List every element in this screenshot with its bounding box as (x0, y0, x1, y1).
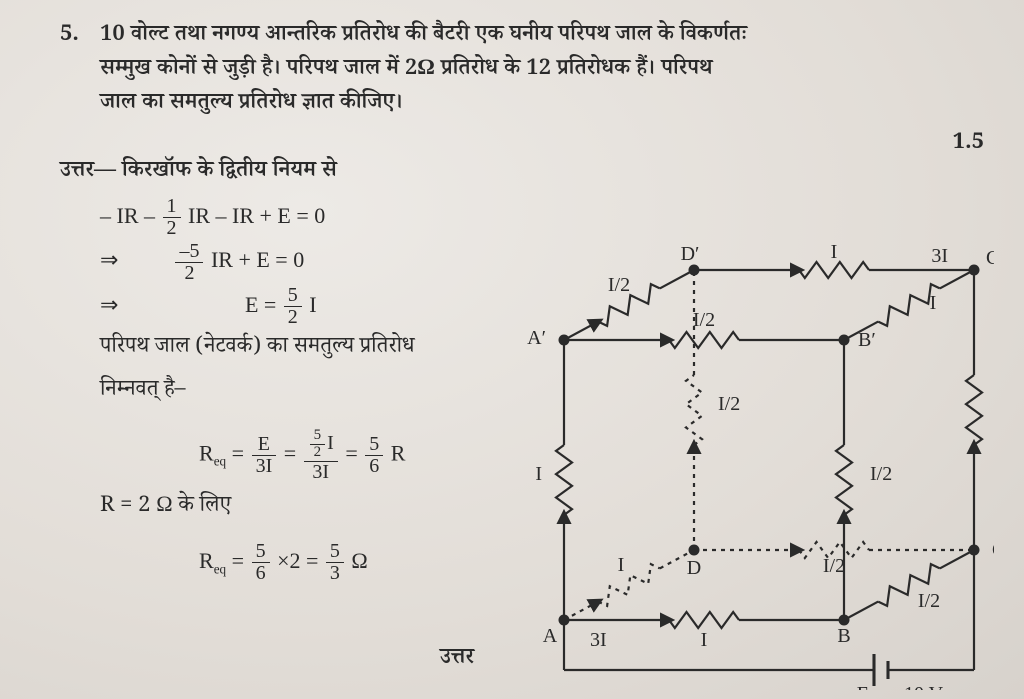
equation-3: ⇒ E = 52 I (100, 284, 415, 328)
answer-word: उत्तर (440, 643, 474, 677)
svg-text:I/2: I/2 (693, 309, 715, 331)
svg-text:I/2: I/2 (823, 555, 845, 577)
svg-text:A: A (543, 625, 558, 647)
svg-text:I/2: I/2 (870, 463, 892, 485)
svg-text:10 V: 10 V (904, 683, 944, 690)
svg-text:D: D (687, 557, 701, 579)
mid-text-1: परिपथ जाल (नेटवर्क) का समतुल्य प्रतिरोध (100, 328, 415, 371)
cube-circuit-diagram: ABCDA′B′C′D′II/2I/2II/2III/2II/2II/23I3I… (474, 150, 994, 690)
svg-text:I: I (831, 241, 838, 263)
r-value-line: R = 2 Ω के लिए (100, 487, 415, 530)
svg-text:C: C (992, 539, 994, 561)
equation-1: – IR – 12 IR – IR + E = 0 (100, 195, 415, 239)
equation-2: ⇒ –52 IR + E = 0 (100, 239, 415, 283)
svg-text:B′: B′ (858, 329, 876, 351)
answer-label: उत्तर— किरखॉफ के द्वितीय नियम से (60, 156, 337, 190)
req-equation: Req = E3I = 52I 3I = 56 R (100, 428, 415, 483)
question-text: 10 वोल्ट तथा नगण्य आन्तरिक प्रतिरोध की ब… (100, 20, 984, 122)
question-line-2: सम्मुख कोनों से जुड़ी है। परिपथ जाल में … (100, 54, 984, 88)
svg-text:3I: 3I (590, 629, 607, 651)
mid-text-2: निम्नवत् है– (100, 371, 415, 414)
final-equation: Req = 56 ×2 = 53 Ω (100, 540, 415, 584)
svg-text:A′: A′ (527, 327, 546, 349)
svg-text:I/2: I/2 (918, 590, 940, 612)
question-line-1: 10 वोल्ट तथा नगण्य आन्तरिक प्रतिरोध की ब… (100, 20, 984, 54)
svg-text:I: I (618, 554, 625, 576)
svg-text:I/2: I/2 (608, 274, 630, 296)
svg-text:B: B (837, 625, 850, 647)
svg-text:I: I (701, 629, 708, 651)
svg-text:I: I (535, 463, 542, 485)
question-number: 5. (60, 20, 79, 54)
svg-text:I/2: I/2 (718, 393, 740, 415)
svg-text:3I: 3I (931, 245, 948, 267)
svg-text:E: E (857, 683, 869, 690)
worked-solution: – IR – 12 IR – IR + E = 0 ⇒ –52 IR + E =… (100, 195, 415, 584)
svg-text:I: I (930, 292, 937, 314)
svg-text:C′: C′ (986, 247, 994, 269)
svg-text:D′: D′ (681, 243, 700, 265)
question-line-3: जाल का समतुल्य प्रतिरोध ज्ञात कीजिए। (100, 88, 984, 122)
